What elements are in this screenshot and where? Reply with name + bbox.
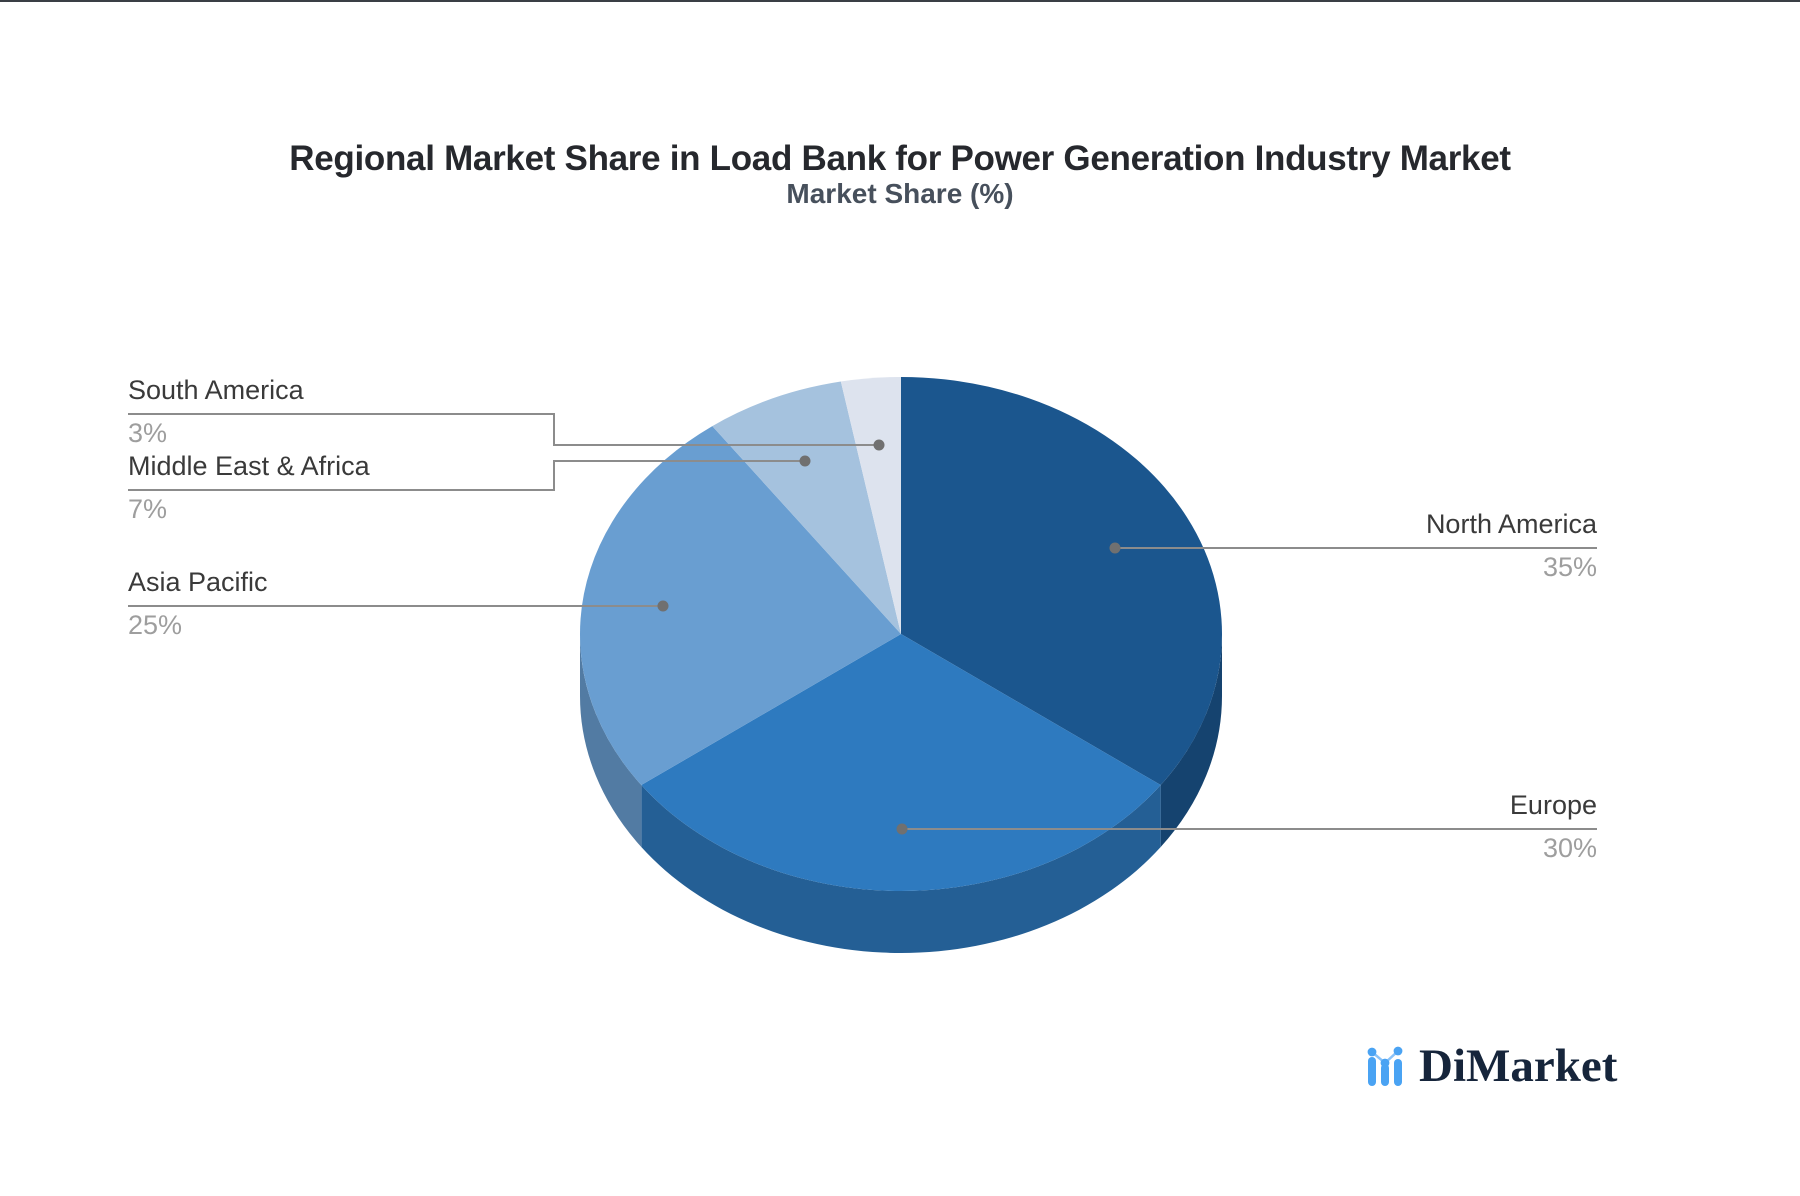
callout-middle-east-africa: Middle East & Africa 7%: [128, 450, 370, 525]
leader-dot-south-america: [873, 439, 885, 451]
leader-dot-middle-east-africa: [799, 455, 811, 467]
bar-chart-trend-icon: [1367, 1046, 1403, 1086]
chart-subtitle: Market Share (%): [786, 178, 1014, 209]
brand-logo: DiMarket: [1366, 1042, 1617, 1090]
pie-slices: [580, 377, 1222, 954]
slice-value: 7%: [128, 494, 168, 524]
leader-dot-europe: [896, 823, 908, 835]
leader-dot-asia-pacific: [657, 600, 669, 612]
pie-slice-europe: [641, 634, 1161, 891]
slice-value: 3%: [128, 418, 168, 448]
callout-south-america: South America 3%: [128, 374, 304, 449]
callout-europe: Europe 30%: [1510, 789, 1597, 864]
callout-asia-pacific: Asia Pacific 25%: [128, 566, 268, 641]
pie-slice-north-america: [901, 377, 1222, 786]
pie-slice-side-europe: [641, 785, 1161, 954]
brand-logo-text: DiMarket: [1419, 1040, 1618, 1092]
pie-slice-side-north-america: [1160, 634, 1222, 848]
slice-label: North America: [1425, 509, 1597, 539]
pie-slice-asia-pacific: [580, 426, 901, 786]
leader-line-south-america: [128, 413, 879, 446]
page-title: Regional Market Share in Load Bank for P…: [289, 139, 1511, 178]
callout-north-america: North America 35%: [1426, 508, 1597, 583]
slice-value: 35%: [1542, 552, 1597, 582]
leader-dot-north-america: [1109, 542, 1121, 554]
slice-label: Asia Pacific: [128, 567, 268, 597]
slice-label: Europe: [1509, 790, 1597, 820]
leader-line-middle-east-africa: [128, 460, 805, 491]
pie-slice-south-america: [840, 377, 901, 634]
slice-value: 25%: [128, 610, 183, 640]
slice-label: South America: [128, 375, 304, 405]
slice-value: 30%: [1542, 833, 1597, 863]
slice-label: Middle East & Africa: [128, 451, 370, 481]
pie-slice-side-asia-pacific: [580, 634, 642, 848]
